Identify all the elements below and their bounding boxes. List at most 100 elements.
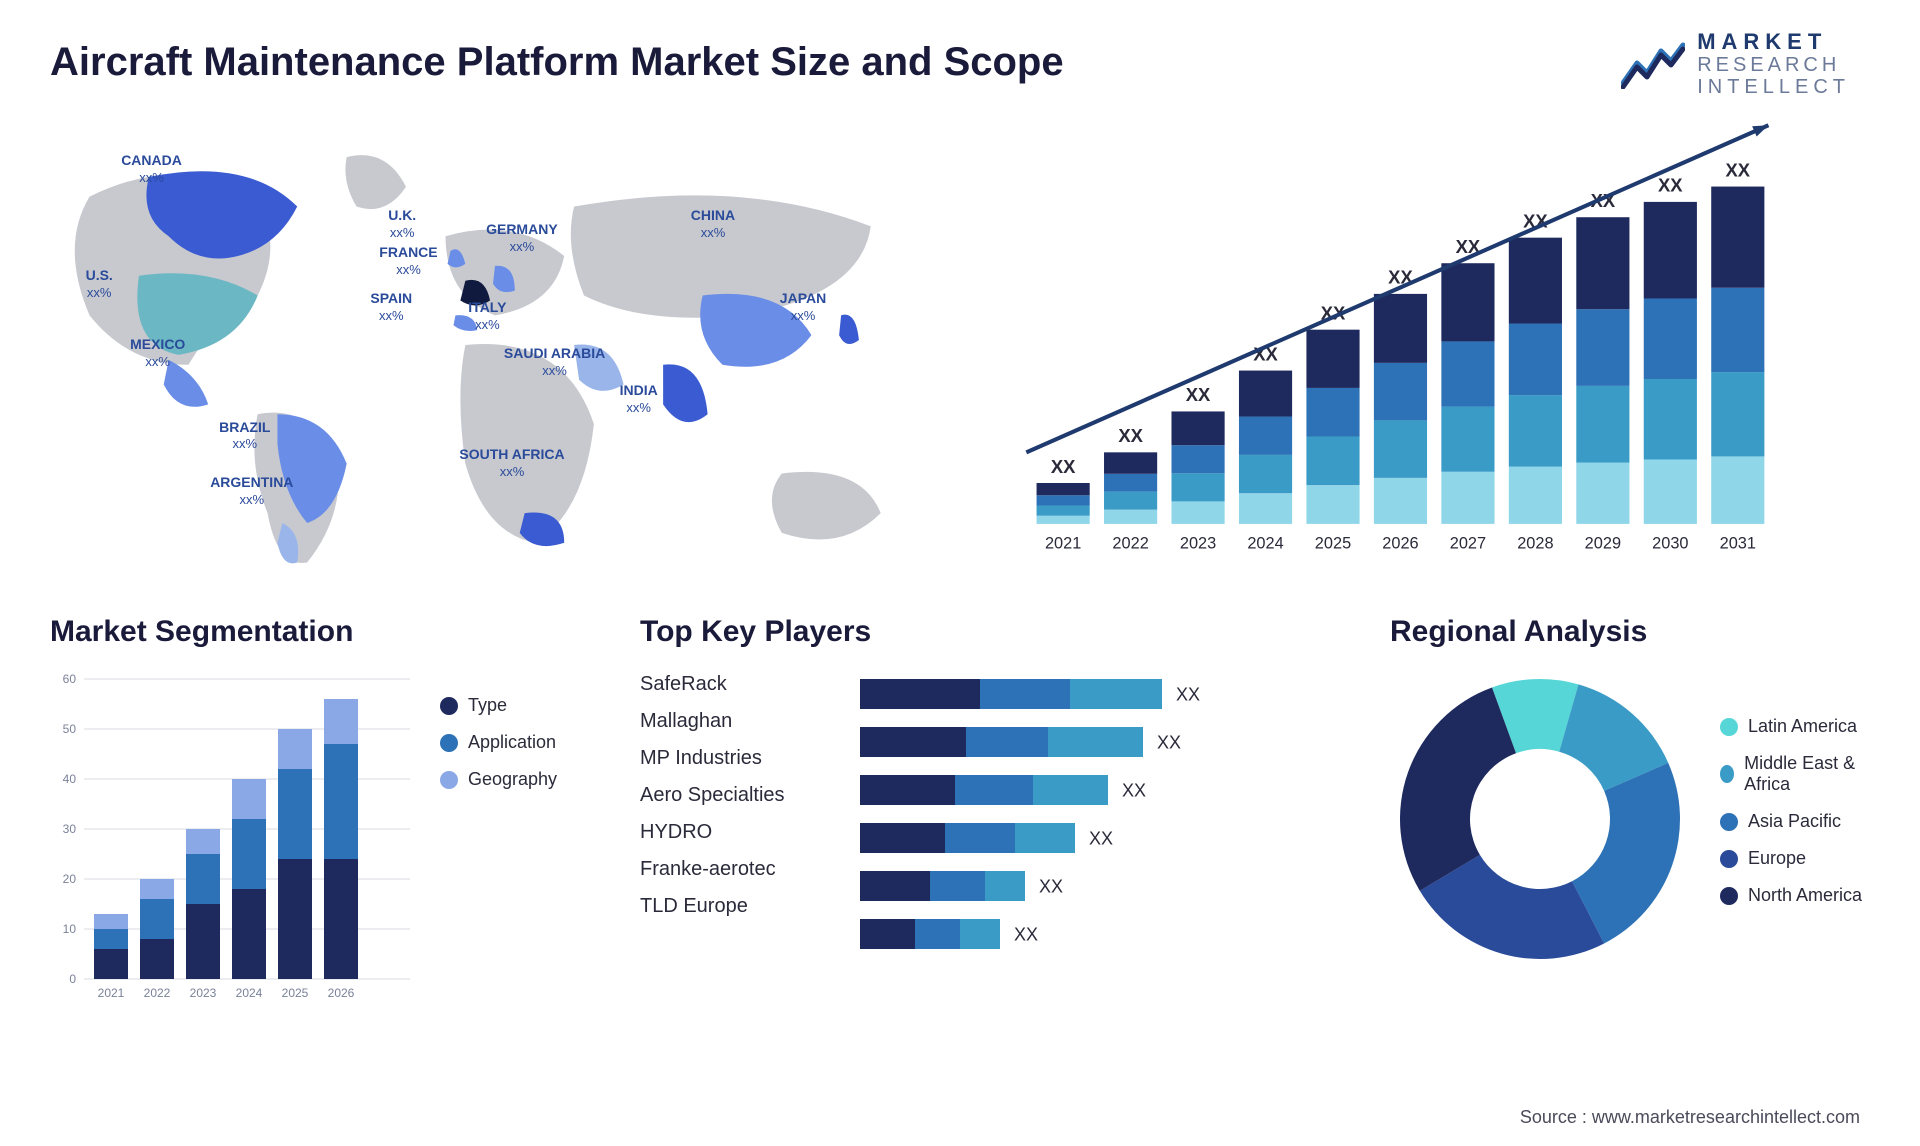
legend-item: Type [440, 695, 610, 716]
source-attribution: Source : www.marketresearchintellect.com [1520, 1107, 1860, 1128]
map-label: MEXICOxx% [130, 336, 185, 370]
svg-text:2029: 2029 [1585, 534, 1621, 552]
player-name: SafeRack [640, 673, 840, 696]
map-label: ARGENTINAxx% [210, 474, 293, 508]
segmentation-legend: Type Application Geography [440, 615, 610, 1055]
svg-text:2022: 2022 [1112, 534, 1148, 552]
svg-text:2025: 2025 [1315, 534, 1351, 552]
svg-text:2023: 2023 [1180, 534, 1216, 552]
legend-item: Application [440, 732, 610, 753]
svg-text:40: 40 [63, 772, 77, 786]
map-label: SOUTH AFRICAxx% [459, 446, 564, 480]
map-label: GERMANYxx% [486, 221, 558, 255]
key-players-panel: Top Key Players SafeRack Mallaghan MP Indu… [640, 615, 1360, 1055]
legend-label: Latin America [1748, 716, 1857, 737]
map-label: SPAINxx% [370, 290, 412, 324]
svg-text:50: 50 [63, 722, 77, 736]
player-name: Mallaghan [640, 710, 840, 733]
svg-text:2022: 2022 [144, 986, 171, 1000]
svg-text:20: 20 [63, 872, 77, 886]
segmentation-chart: 0 10 20 30 40 50 60 2021 2022 2023 2024 2025 2026 [50, 669, 410, 1009]
svg-text:30: 30 [63, 822, 77, 836]
map-label: INDIAxx% [620, 382, 658, 416]
map-label: CHINAxx% [691, 207, 735, 241]
svg-text:XX: XX [1014, 925, 1038, 945]
svg-text:2021: 2021 [98, 986, 125, 1000]
regional-donut-chart [1390, 669, 1690, 969]
svg-text:2026: 2026 [328, 986, 355, 1000]
growth-chart: 2021XX2022XX2023XX2024XX2025XX2026XX2027… [980, 115, 1870, 575]
svg-text:XX: XX [1089, 829, 1113, 849]
svg-text:XX: XX [1039, 877, 1063, 897]
map-label: U.S.xx% [86, 267, 113, 301]
legend-swatch [440, 697, 458, 715]
key-players-title: Top Key Players [640, 615, 1360, 649]
legend-item: Asia Pacific [1720, 811, 1870, 832]
svg-text:2021: 2021 [1045, 534, 1081, 552]
legend-swatch [1720, 765, 1734, 783]
page-title: Aircraft Maintenance Platform Market Siz… [50, 40, 1870, 85]
legend-swatch [1720, 718, 1738, 736]
map-label: FRANCExx% [379, 244, 437, 278]
svg-text:2026: 2026 [1382, 534, 1418, 552]
svg-text:60: 60 [63, 672, 77, 686]
legend-swatch [440, 771, 458, 789]
key-players-chart: XX XX XX XX XX XX [860, 669, 1360, 999]
legend-label: Type [468, 695, 507, 716]
svg-text:2024: 2024 [1247, 534, 1283, 552]
legend-label: Geography [468, 769, 557, 790]
brand-logo: MARKET RESEARCH INTELLECT [1621, 30, 1850, 98]
svg-text:2030: 2030 [1652, 534, 1688, 552]
legend-item: Middle East & Africa [1720, 753, 1870, 795]
svg-text:XX: XX [1726, 159, 1751, 180]
legend-label: Asia Pacific [1748, 811, 1841, 832]
legend-swatch [1720, 850, 1738, 868]
legend-swatch [1720, 887, 1738, 905]
svg-text:10: 10 [63, 922, 77, 936]
svg-text:XX: XX [1176, 685, 1200, 705]
regional-legend: Latin America Middle East & Africa Asia Pa… [1720, 716, 1870, 922]
map-label: ITALYxx% [468, 299, 506, 333]
legend-label: Europe [1748, 848, 1806, 869]
regional-panel: Regional Analysis Latin America Middle Ea… [1390, 615, 1870, 1055]
logo-line-1: MARKET [1697, 30, 1850, 54]
player-name: Franke-aerotec [640, 858, 840, 881]
svg-text:XX: XX [1118, 425, 1143, 446]
regional-title: Regional Analysis [1390, 615, 1870, 649]
legend-label: Application [468, 732, 556, 753]
map-label: CANADAxx% [121, 152, 182, 186]
legend-item: Europe [1720, 848, 1870, 869]
growth-chart-panel: 2021XX2022XX2023XX2024XX2025XX2026XX2027… [980, 115, 1870, 575]
svg-text:XX: XX [1157, 733, 1181, 753]
key-players-list: SafeRack Mallaghan MP Industries Aero Speci… [640, 669, 840, 999]
player-name: TLD Europe [640, 895, 840, 918]
world-map-panel: CANADAxx% U.S.xx% MEXICOxx% BRAZILxx% ARGENT… [50, 115, 940, 575]
player-name: HYDRO [640, 821, 840, 844]
map-label: SAUDI ARABIAxx% [504, 345, 605, 379]
legend-label: North America [1748, 885, 1862, 906]
svg-text:2025: 2025 [282, 986, 309, 1000]
logo-line-2: RESEARCH [1697, 54, 1850, 76]
legend-label: Middle East & Africa [1744, 753, 1870, 795]
segmentation-title: Market Segmentation [50, 615, 410, 649]
map-label: U.K.xx% [388, 207, 416, 241]
svg-text:XX: XX [1186, 384, 1211, 405]
legend-item: North America [1720, 885, 1870, 906]
map-label: BRAZILxx% [219, 419, 270, 453]
svg-text:2028: 2028 [1517, 534, 1553, 552]
legend-item: Geography [440, 769, 610, 790]
player-name: Aero Specialties [640, 784, 840, 807]
logo-icon [1621, 39, 1685, 89]
logo-line-3: INTELLECT [1697, 76, 1850, 98]
svg-text:2027: 2027 [1450, 534, 1486, 552]
svg-text:XX: XX [1658, 175, 1683, 196]
map-label: JAPANxx% [780, 290, 826, 324]
player-name: MP Industries [640, 747, 840, 770]
svg-text:2024: 2024 [236, 986, 263, 1000]
svg-text:2023: 2023 [190, 986, 217, 1000]
svg-text:XX: XX [1122, 781, 1146, 801]
svg-text:0: 0 [69, 972, 76, 986]
svg-text:XX: XX [1051, 456, 1076, 477]
legend-swatch [1720, 813, 1738, 831]
legend-item: Latin America [1720, 716, 1870, 737]
